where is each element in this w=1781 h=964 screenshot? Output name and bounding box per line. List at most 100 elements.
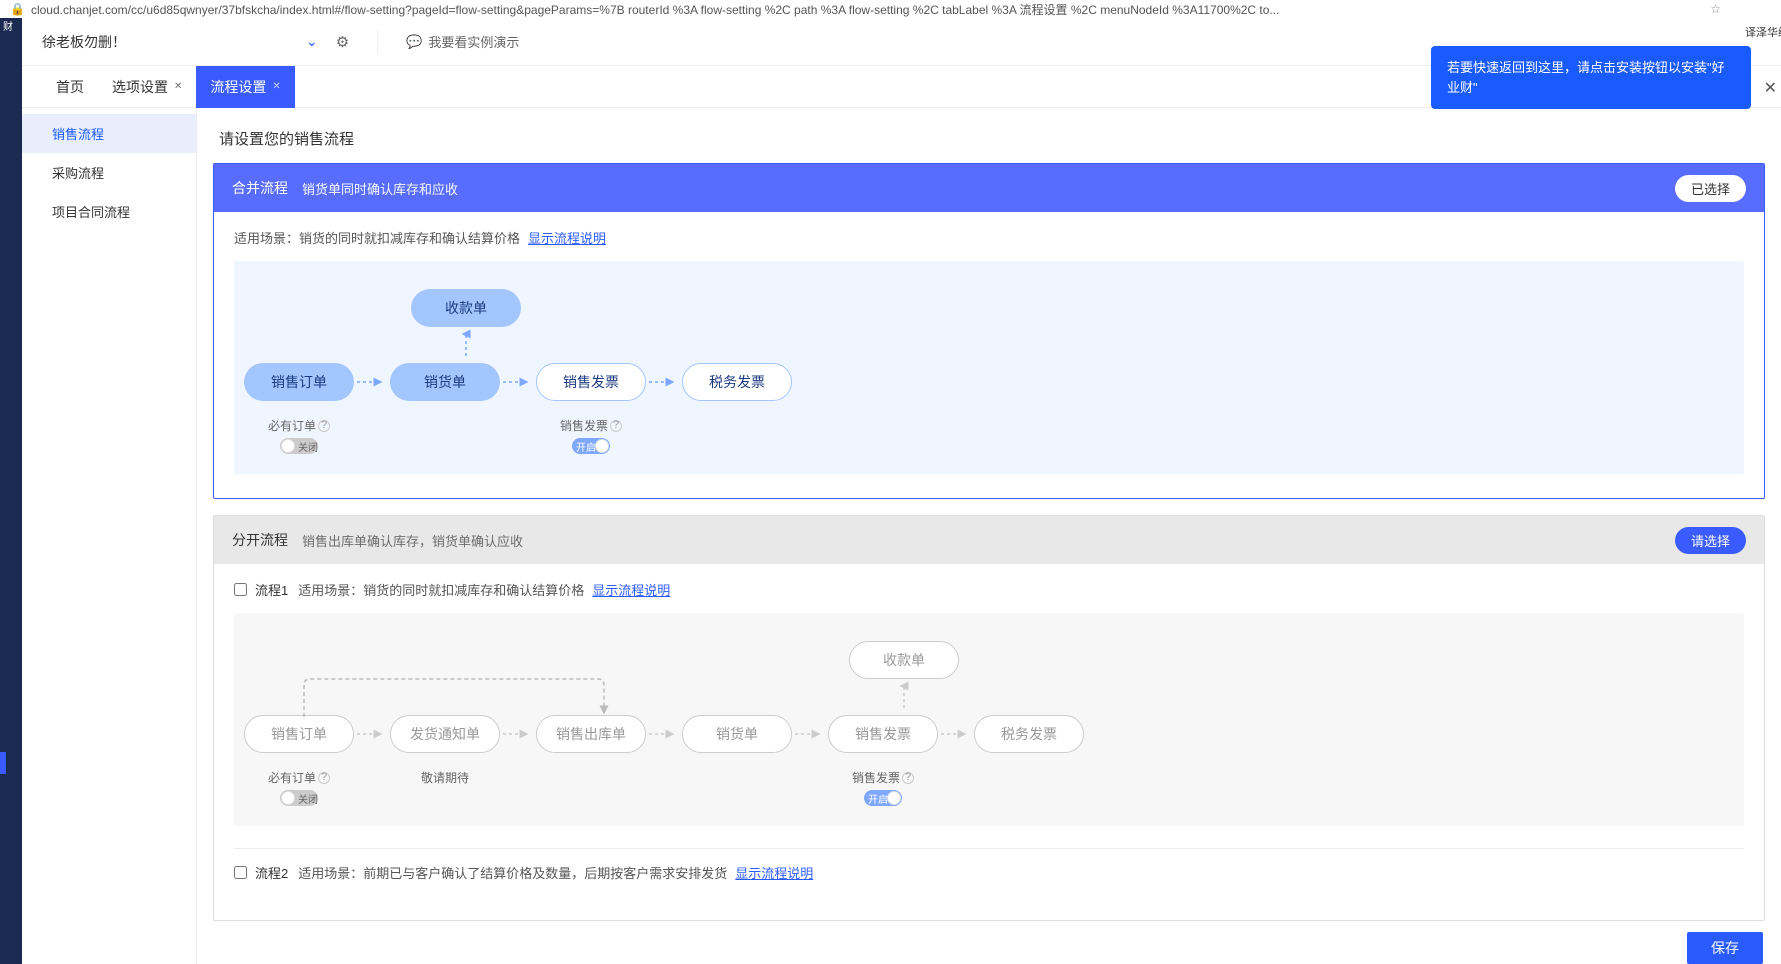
demo-link[interactable]: 💬 我要看实例演示: [406, 32, 519, 51]
flow-node-receipt: 收款单: [411, 289, 521, 327]
sub-flow-1: 流程1 适用场景： 销货的同时就扣减库存和确认结算价格 显示流程说明: [234, 580, 1744, 826]
install-tooltip: 若要快速返回到这里，请点击安装按钮以安装"好业财": [1431, 46, 1751, 109]
tab-label: 首页: [56, 77, 84, 97]
selected-button[interactable]: 已选择: [1675, 175, 1746, 202]
flow-main-row: 销售订单 发货通知单: [244, 715, 1084, 753]
tab-options[interactable]: 选项设置 ✕: [98, 66, 196, 108]
separate-flow-card: 分开流程 销售出库单确认库存，销货单确认应收 请选择 流程1 适用场景： 销货的…: [213, 515, 1765, 921]
sub-flow-header: 流程2 适用场景： 前期已与客户确认了结算价格及数量，后期按客户需求安排发货 显…: [234, 863, 1744, 882]
flow2-name: 流程2: [255, 863, 288, 882]
sidebar-item-label: 项目合同流程: [52, 205, 130, 220]
project-name: 徐老板勿删！: [42, 32, 126, 52]
flow-node-sales-invoice: 销售发票: [828, 715, 938, 753]
scenario-row: 适用场景： 销货的同时就扣减库存和确认结算价格 显示流程说明: [234, 228, 1744, 247]
select-button[interactable]: 请选择: [1675, 527, 1746, 554]
flow-arrow-icon: [646, 377, 682, 387]
scenario-label: 适用场景：: [298, 863, 363, 882]
card-header: 合并流程 销货单同时确认库存和应收 已选择: [214, 164, 1764, 212]
sidebar-item-sales[interactable]: 销售流程: [22, 114, 196, 153]
tab-close-icon[interactable]: ✕: [174, 81, 182, 92]
browser-url-bar: 🔒 cloud.chanjet.com/cc/u6d85qwnyer/37bfs…: [0, 0, 1781, 18]
card-body: 流程1 适用场景： 销货的同时就扣减库存和确认结算价格 显示流程说明: [214, 564, 1764, 920]
sidebar-item-label: 采购流程: [52, 166, 104, 181]
flow-node-outbound: 销售出库单: [536, 715, 646, 753]
dashed-bypass-arrow-icon: [299, 677, 609, 719]
main-content: 请设置您的销售流程 合并流程 销货单同时确认库存和应收 已选择 适用场景： 销货…: [197, 108, 1781, 964]
lock-icon: 🔒: [10, 2, 25, 16]
card-subtitle: 销售出库单确认库存，销货单确认应收: [302, 531, 523, 550]
tab-close-icon[interactable]: ✕: [272, 81, 280, 92]
flow-arrow-icon: [500, 729, 536, 739]
demo-link-label: 我要看实例演示: [428, 32, 519, 51]
flow-node-tax-invoice: 税务发票: [974, 715, 1084, 753]
flow-node-delivery: 销货单: [390, 363, 500, 401]
card-body: 适用场景： 销货的同时就扣减库存和确认结算价格 显示流程说明 收款单: [214, 212, 1764, 498]
scenario-text: 前期已与客户确认了结算价格及数量，后期按客户需求安排发货: [363, 863, 727, 882]
flow-arrow-icon: [938, 729, 974, 739]
help-icon[interactable]: ?: [610, 420, 622, 432]
must-order-toggle[interactable]: 关闭: [280, 438, 318, 454]
show-flow-link[interactable]: 显示流程说明: [528, 228, 606, 247]
url-text: cloud.chanjet.com/cc/u6d85qwnyer/37bfskc…: [31, 1, 1279, 18]
flow-node-sales-invoice: 销售发票: [536, 363, 646, 401]
show-flow-link[interactable]: 显示流程说明: [735, 863, 813, 882]
flow-node-delivery: 销货单: [682, 715, 792, 753]
flow-node-order: 销售订单: [244, 363, 354, 401]
translate-label: 译泽华编: [1745, 24, 1781, 40]
rail-label: 财: [3, 18, 13, 33]
show-flow-link[interactable]: 显示流程说明: [592, 580, 670, 599]
flow-node-tax-invoice: 税务发票: [682, 363, 792, 401]
sub-flow-2: 流程2 适用场景： 前期已与客户确认了结算价格及数量，后期按客户需求安排发货 显…: [234, 848, 1744, 882]
tab-label: 选项设置: [112, 77, 168, 97]
flow-note-must-order: 必有订单 ?: [268, 769, 330, 786]
flow-node-order: 销售订单: [244, 715, 354, 753]
flow-note-coming-soon: 敬请期待: [421, 769, 469, 786]
page-title: 请设置您的销售流程: [213, 128, 1765, 149]
sales-invoice-toggle[interactable]: 开启: [864, 790, 902, 806]
save-button[interactable]: 保存: [1687, 932, 1763, 964]
flow-diagram-1: 收款单: [234, 613, 1744, 826]
sub-flow-header: 流程1 适用场景： 销货的同时就扣减库存和确认结算价格 显示流程说明: [234, 580, 1744, 599]
flow-arrow-icon: [354, 729, 390, 739]
tooltip-close-icon[interactable]: ✕: [1764, 78, 1777, 98]
flow-arrow-icon: [646, 729, 682, 739]
flow-arrow-icon: [500, 377, 536, 387]
sidebar: 销售流程 采购流程 项目合同流程: [22, 108, 197, 964]
card-subtitle: 销货单同时确认库存和应收: [302, 179, 458, 198]
project-dropdown-icon[interactable]: ⌄: [306, 33, 318, 50]
flow-diagram: 收款单 销售订单: [234, 261, 1744, 474]
star-icon[interactable]: ☆: [1710, 2, 1721, 16]
divider: [377, 30, 378, 54]
card-title: 分开流程: [232, 530, 288, 550]
flow-node-ship-notice: 发货通知单: [390, 715, 500, 753]
must-order-toggle[interactable]: 关闭: [280, 790, 318, 806]
tab-home[interactable]: 首页: [42, 66, 98, 108]
tab-label: 流程设置: [210, 77, 266, 97]
flow-note-sales-invoice: 销售发票 ?: [560, 417, 622, 434]
flow-arrow-icon: [792, 729, 828, 739]
rail-active-indicator: [0, 752, 6, 774]
left-rail: 财: [0, 18, 22, 964]
sidebar-item-project[interactable]: 项目合同流程: [22, 192, 196, 231]
help-icon[interactable]: ?: [318, 420, 330, 432]
scenario-text: 销货的同时就扣减库存和确认结算价格: [299, 228, 520, 247]
flow1-name: 流程1: [255, 580, 288, 599]
scenario-label: 适用场景：: [298, 580, 363, 599]
sidebar-item-label: 销售流程: [52, 127, 104, 142]
gear-icon[interactable]: ⚙: [336, 33, 349, 51]
scenario-label: 适用场景：: [234, 228, 299, 247]
flow2-checkbox[interactable]: [234, 866, 247, 879]
card-title: 合并流程: [232, 178, 288, 198]
sales-invoice-toggle[interactable]: 开启: [572, 438, 610, 454]
flow-arrow-up-icon: [461, 327, 471, 357]
help-icon[interactable]: ?: [318, 772, 330, 784]
tab-flow-settings[interactable]: 流程设置 ✕: [196, 66, 294, 108]
flow-node-receipt: 收款单: [849, 641, 959, 679]
sidebar-item-purchase[interactable]: 采购流程: [22, 153, 196, 192]
card-header: 分开流程 销售出库单确认库存，销货单确认应收 请选择: [214, 516, 1764, 564]
merged-flow-card: 合并流程 销货单同时确认库存和应收 已选择 适用场景： 销货的同时就扣减库存和确…: [213, 163, 1765, 499]
flow-arrow-up-icon: [899, 679, 909, 709]
help-icon[interactable]: ?: [902, 772, 914, 784]
flow1-checkbox[interactable]: [234, 583, 247, 596]
flow-main-row: 销售订单 销货单: [244, 363, 792, 401]
